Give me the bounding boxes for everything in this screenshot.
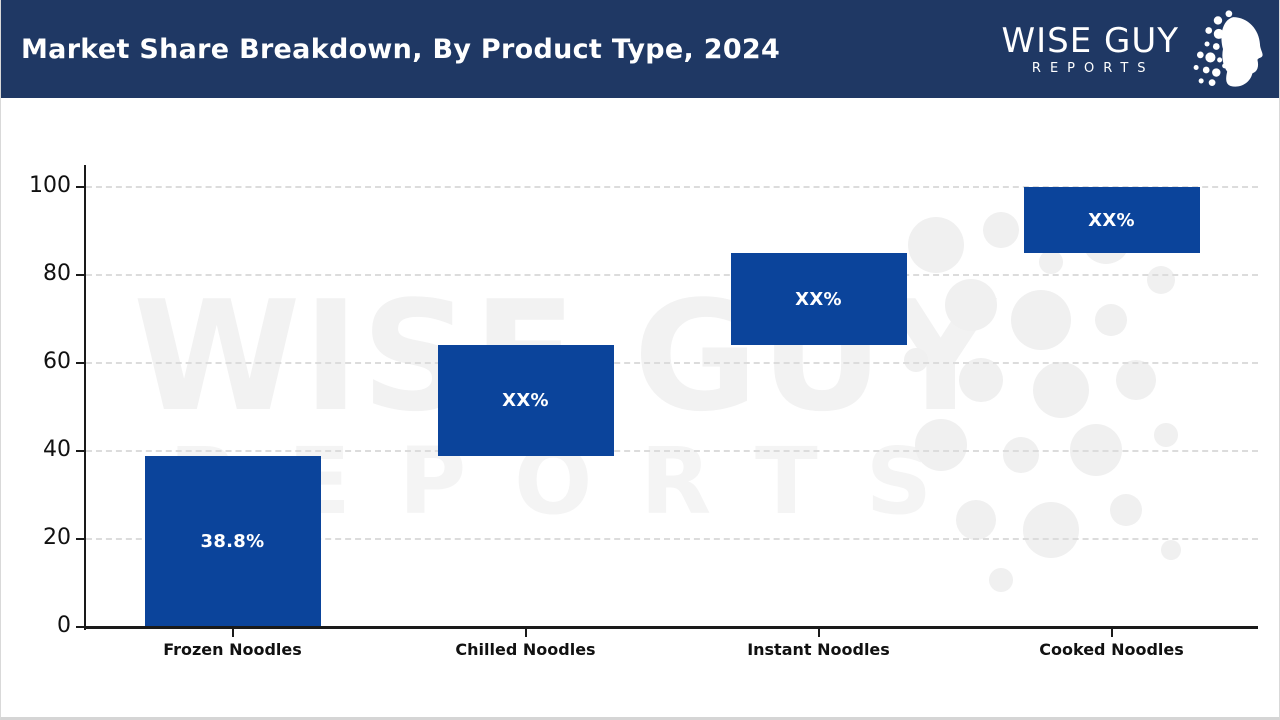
y-tick-40 [76, 450, 85, 452]
gridline-20 [86, 538, 1258, 540]
gridline-100 [86, 186, 1258, 188]
y-tick-label-80: 80 [43, 261, 71, 286]
y-tick-label-20: 20 [43, 525, 71, 550]
bar-value-label: XX% [502, 390, 549, 412]
x-category-label-3: Cooked Noodles [1039, 640, 1184, 659]
dotted-head-profile-icon [1193, 10, 1263, 87]
bar-value-label: XX% [795, 288, 842, 310]
bar-instant-noodles: XX% [730, 253, 907, 346]
logo-name-text: WISE GUY [1001, 20, 1179, 61]
x-tick-3 [1110, 629, 1113, 637]
x-tick-2 [817, 629, 820, 637]
gridline-60 [86, 362, 1258, 364]
x-tick-0 [231, 629, 234, 637]
bar-value-label: XX% [1088, 209, 1135, 231]
header: Market Share Breakdown, By Product Type,… [1, 0, 1279, 98]
y-tick-20 [76, 538, 85, 540]
y-tick-80 [76, 274, 85, 276]
gridline-80 [86, 274, 1258, 276]
chart-title: Market Share Breakdown, By Product Type,… [21, 33, 781, 65]
x-category-label-2: Instant Noodles [747, 640, 890, 659]
y-tick-60 [76, 362, 85, 364]
wiseguy-logo: WISE GUY REPORTS [1001, 6, 1265, 92]
y-axis-spine [84, 165, 86, 630]
y-tick-label-0: 0 [57, 613, 71, 638]
x-category-label-0: Frozen Noodles [163, 640, 302, 659]
logo-text: WISE GUY REPORTS [1001, 24, 1179, 75]
y-tick-label-60: 60 [43, 349, 71, 374]
gridline-40 [86, 450, 1258, 452]
bar-chilled-noodles: XX% [437, 345, 614, 457]
x-axis-spine [84, 626, 1258, 629]
y-tick-label-40: 40 [43, 437, 71, 462]
logo-reports-text: REPORTS [1031, 60, 1155, 76]
bar-cooked-noodles: XX% [1023, 187, 1200, 253]
y-tick-100 [76, 186, 85, 188]
x-category-label-1: Chilled Noodles [455, 640, 596, 659]
x-tick-1 [524, 629, 527, 637]
bar-frozen-noodles: 38.8% [144, 456, 321, 627]
y-tick-0 [76, 626, 85, 628]
y-tick-label-100: 100 [29, 173, 71, 198]
bar-value-label: 38.8% [200, 531, 265, 553]
